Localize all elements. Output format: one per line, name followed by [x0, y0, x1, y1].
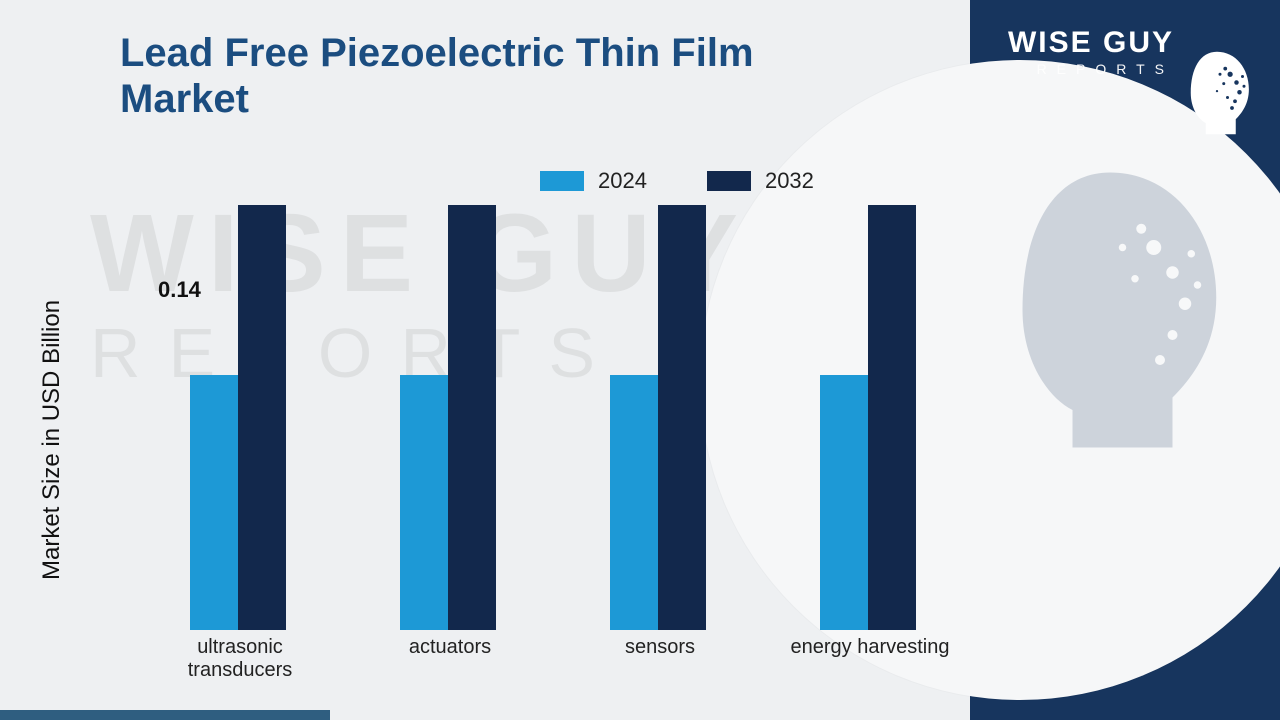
chart-stage: WISE GUY REPORTS Lead Free Piezoelectric…: [0, 0, 1280, 720]
bar-group: [810, 205, 930, 630]
legend-swatch-2032: [707, 171, 751, 191]
bar-group: [600, 205, 720, 630]
legend-item-2024: 2024: [540, 168, 647, 194]
y-tick-label: 0.14: [158, 277, 201, 303]
legend: 2024 2032: [540, 168, 814, 194]
bar: [448, 205, 496, 630]
bar: [820, 375, 868, 630]
bar: [190, 375, 238, 630]
plot-area: [130, 205, 1000, 630]
x-tick-label: energy harvesting: [780, 636, 960, 659]
bar: [400, 375, 448, 630]
logo-line2: REPORTS: [1008, 62, 1174, 76]
bar-group: [180, 205, 300, 630]
bar-group: [390, 205, 510, 630]
x-tick-label: actuators: [360, 636, 540, 659]
x-tick-label: sensors: [570, 636, 750, 659]
y-axis-label: Market Size in USD Billion: [38, 300, 66, 580]
bar: [658, 205, 706, 630]
chart-title: Lead Free Piezoelectric Thin Film Market: [120, 30, 820, 122]
bar: [238, 205, 286, 630]
legend-label-2024: 2024: [598, 168, 647, 194]
footer-accent-bar: [0, 710, 330, 720]
bar: [610, 375, 658, 630]
logo-line1: WISE GUY: [1008, 28, 1174, 58]
brand-logo: WISE GUY REPORTS: [1008, 28, 1244, 76]
bar: [868, 205, 916, 630]
x-tick-label: ultrasonic transducers: [150, 636, 330, 682]
legend-label-2032: 2032: [765, 168, 814, 194]
legend-item-2032: 2032: [707, 168, 814, 194]
legend-swatch-2024: [540, 171, 584, 191]
logo-head-icon: [1172, 48, 1262, 138]
